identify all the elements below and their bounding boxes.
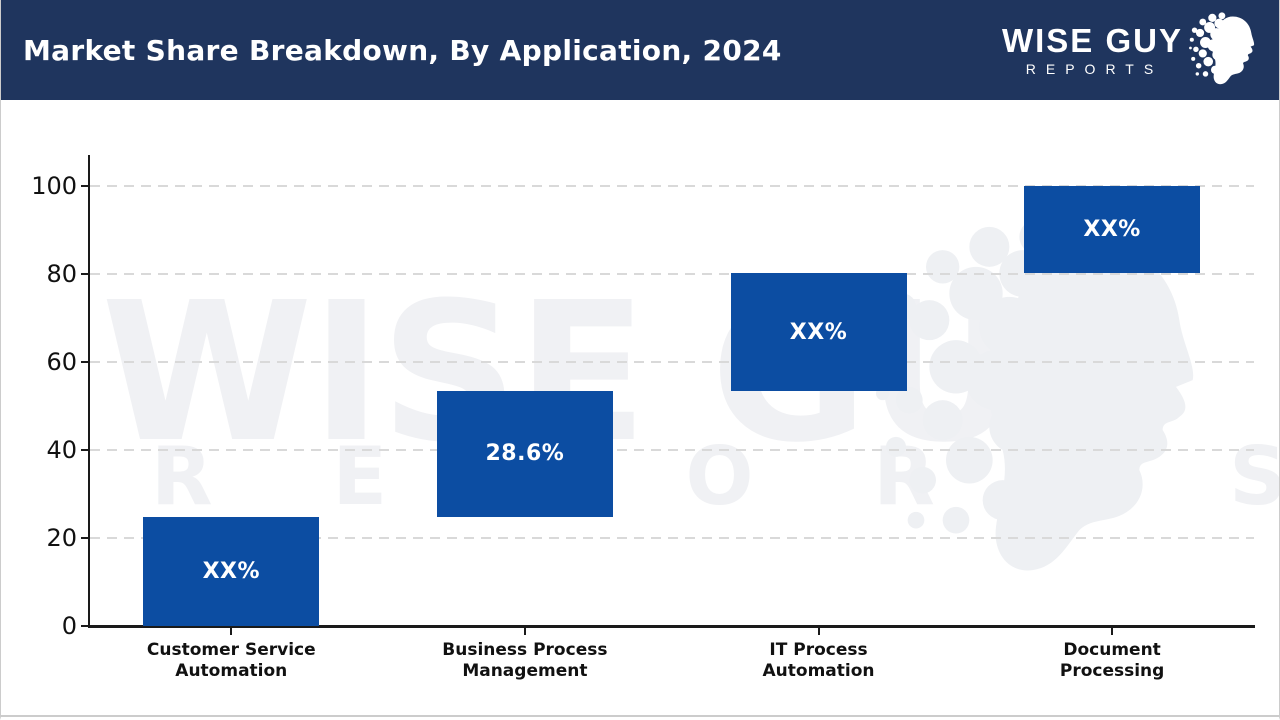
- chart-title: Market Share Breakdown, By Application, …: [23, 33, 782, 67]
- x-axis: [88, 625, 1255, 628]
- gridline: [90, 185, 1254, 187]
- gridline: [90, 449, 1254, 451]
- x-category-label: Business Process Management: [442, 640, 608, 681]
- x-tick-mark: [523, 628, 526, 635]
- bar-segment: XX%: [1024, 186, 1201, 274]
- x-tick-mark: [817, 628, 820, 635]
- header: Market Share Breakdown, By Application, …: [1, 0, 1279, 100]
- y-tick-label: 20: [46, 524, 77, 552]
- gridline: [90, 273, 1254, 275]
- x-category-label: Document Processing: [1059, 640, 1165, 681]
- bar-segment: 28.6%: [436, 391, 613, 517]
- bar-segment: XX%: [143, 516, 320, 626]
- y-tick-mark: [81, 537, 88, 539]
- dotted-head-profile-icon: [1189, 12, 1255, 85]
- y-tick-mark: [81, 185, 88, 187]
- bar-segment: XX%: [730, 273, 907, 392]
- bar-value-label: XX%: [202, 558, 261, 584]
- y-tick-mark: [81, 361, 88, 363]
- y-tick-label: 100: [31, 172, 77, 200]
- logo-wordmark-block: WISE GUY REPORTS: [1001, 21, 1183, 77]
- bar-value-label: 28.6%: [485, 441, 565, 467]
- y-tick-label: 40: [46, 436, 77, 464]
- y-tick-mark: [81, 449, 88, 451]
- gridline: [90, 361, 1254, 363]
- watermark-head-icon: [876, 220, 1194, 571]
- chart-area: WISE GUY R E P O R T S 0 20 40 60 80 100 Custo…: [1, 100, 1279, 717]
- y-axis: [88, 155, 90, 628]
- x-category-label: Customer Service Automation: [146, 640, 316, 681]
- y-tick-label: 60: [46, 348, 77, 376]
- wiseguy-logo: WISE GUY REPORTS: [1002, 7, 1267, 93]
- x-category-label: IT Process Automation: [762, 640, 875, 681]
- logo-wordmark: WISE GUY: [1001, 21, 1183, 59]
- gridline: [90, 537, 1254, 539]
- y-tick-mark: [81, 625, 88, 627]
- bar-value-label: XX%: [789, 319, 848, 345]
- y-tick-label: 0: [61, 612, 77, 640]
- logo-subtext: REPORTS: [1025, 60, 1164, 77]
- x-tick-mark: [230, 628, 233, 635]
- bar-value-label: XX%: [1083, 217, 1141, 243]
- y-tick-label: 80: [46, 260, 77, 288]
- y-tick-mark: [81, 273, 88, 275]
- x-tick-mark: [1111, 628, 1114, 635]
